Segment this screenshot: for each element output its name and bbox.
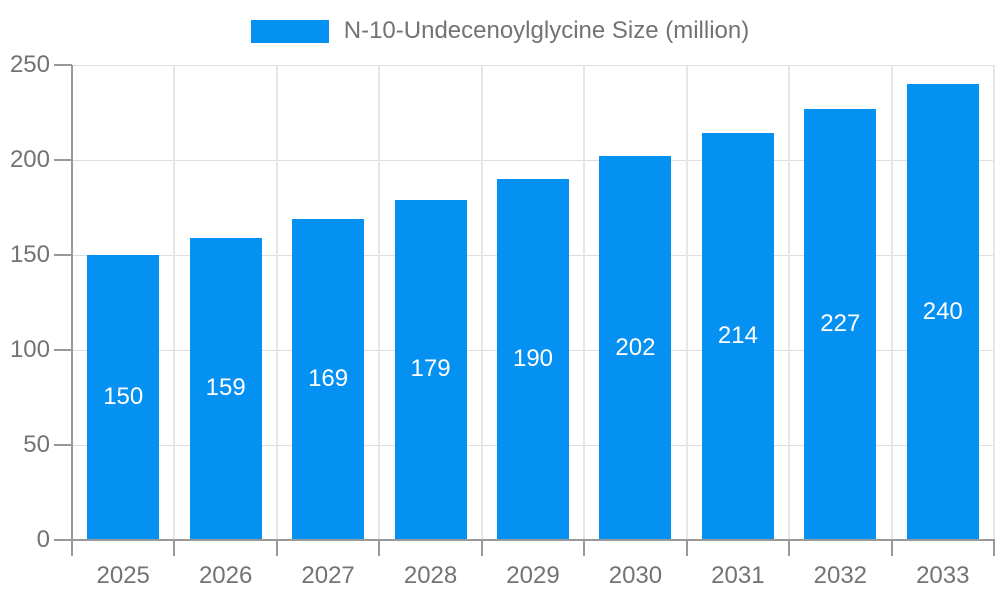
- bar-value-label: 150: [103, 383, 144, 410]
- bar-value-label: 159: [205, 374, 246, 402]
- legend-label: N-10-Undecenoylglycine Size (million): [343, 17, 750, 44]
- x-axis-label: 2032: [813, 562, 868, 589]
- bar-value-label: 240: [922, 297, 963, 325]
- y-axis-tick-label: 100: [9, 336, 50, 363]
- x-gridline: [993, 65, 995, 540]
- x-gridline: [890, 65, 893, 540]
- y-axis-tick: [54, 64, 72, 66]
- y-axis-tick-label: 0: [36, 526, 50, 553]
- x-axis-tick: [993, 540, 995, 556]
- x-axis-tick: [378, 540, 381, 556]
- x-axis-label: 2027: [301, 562, 355, 589]
- bar-value-label: 179: [410, 355, 451, 383]
- bar-2033[interactable]: 240: [906, 84, 979, 539]
- x-gridline: [173, 65, 176, 540]
- x-axis-tick: [173, 540, 176, 556]
- x-axis-label: 2033: [916, 562, 970, 589]
- x-gridline: [788, 65, 791, 540]
- y-axis-tick: [54, 444, 72, 446]
- x-axis-tick: [788, 540, 791, 556]
- x-axis-tick: [890, 540, 893, 556]
- bar-value-label: 169: [308, 364, 349, 392]
- x-axis-label: 2031: [711, 562, 765, 589]
- legend-item[interactable]: N-10-Undecenoylglycine Size (million): [0, 16, 1000, 46]
- x-axis-tick: [480, 540, 483, 556]
- bar-2027[interactable]: 169: [292, 218, 365, 539]
- x-gridline: [480, 65, 483, 540]
- bar-value-label: 227: [820, 309, 861, 337]
- x-axis-label: 2025: [96, 562, 150, 589]
- x-axis-tick: [71, 540, 73, 556]
- y-axis-tick: [54, 254, 72, 256]
- bar-2028[interactable]: 179: [394, 199, 467, 539]
- y-axis-tick-label: 50: [23, 431, 50, 458]
- y-axis-tick: [54, 159, 72, 161]
- y-axis-tick-label: 250: [9, 51, 50, 78]
- x-axis-label: 2030: [608, 562, 663, 589]
- bar-2029[interactable]: 190: [497, 179, 569, 539]
- y-axis-tick: [54, 539, 72, 541]
- x-axis-label: 2028: [403, 562, 458, 589]
- x-axis-tick: [275, 540, 278, 556]
- y-axis-line: [71, 65, 73, 540]
- x-axis-label: 2029: [506, 562, 560, 589]
- bar-value-label: 190: [512, 345, 554, 372]
- x-axis-line: [71, 539, 995, 541]
- bar-2030[interactable]: 202: [599, 156, 672, 539]
- x-gridline: [378, 65, 381, 540]
- legend-swatch-icon: [250, 19, 329, 43]
- y-axis-tick-label: 150: [9, 241, 50, 268]
- bar-2031[interactable]: 214: [701, 133, 774, 539]
- y-gridline: [72, 64, 994, 66]
- x-axis-tick: [583, 540, 586, 556]
- bar-value-label: 202: [615, 333, 656, 361]
- x-axis-label: 2026: [198, 562, 253, 589]
- y-axis-tick: [54, 349, 72, 351]
- y-axis-tick-label: 200: [9, 146, 50, 173]
- y-gridline: [72, 159, 994, 161]
- bar-value-label: 214: [717, 322, 758, 350]
- bar-2026[interactable]: 159: [189, 237, 262, 539]
- x-gridline: [275, 65, 278, 540]
- bar-2025[interactable]: 150: [87, 255, 160, 539]
- x-gridline: [685, 65, 688, 540]
- bar-2032[interactable]: 227: [804, 108, 877, 539]
- x-axis-tick: [685, 540, 688, 556]
- x-gridline: [583, 65, 586, 540]
